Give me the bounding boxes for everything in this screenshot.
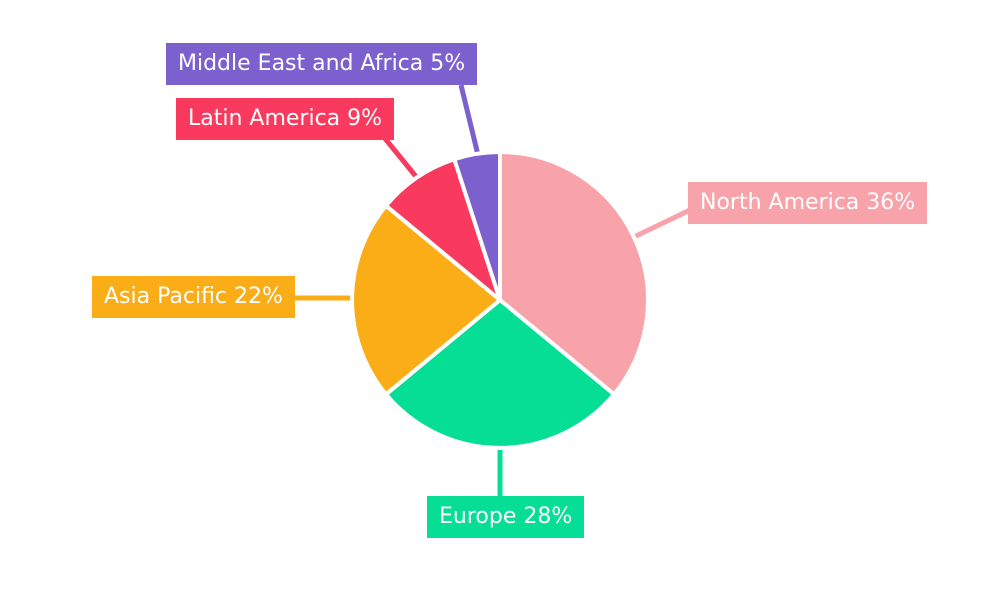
pie-slice-middle-east-and-africa: [452, 149, 502, 302]
slice-label-europe: Europe 28%: [427, 496, 585, 538]
pie-slice-north-america: [498, 150, 650, 397]
slice-label-asia-pacific: Asia Pacific 22%: [92, 276, 295, 318]
pie-slice-asia-pacific: [350, 203, 502, 397]
slice-label-latin-america: Latin America 9%: [176, 98, 395, 140]
leader-line-middle-east-and-africa: [458, 84, 481, 156]
leader-line-latin-america: [381, 134, 420, 181]
slice-label-middle-east-and-africa: Middle East and Africa 5%: [166, 43, 478, 85]
pie-slice-europe: [384, 298, 616, 450]
leader-line-north-america: [632, 206, 694, 240]
slice-label-north-america: North America 36%: [688, 182, 928, 224]
